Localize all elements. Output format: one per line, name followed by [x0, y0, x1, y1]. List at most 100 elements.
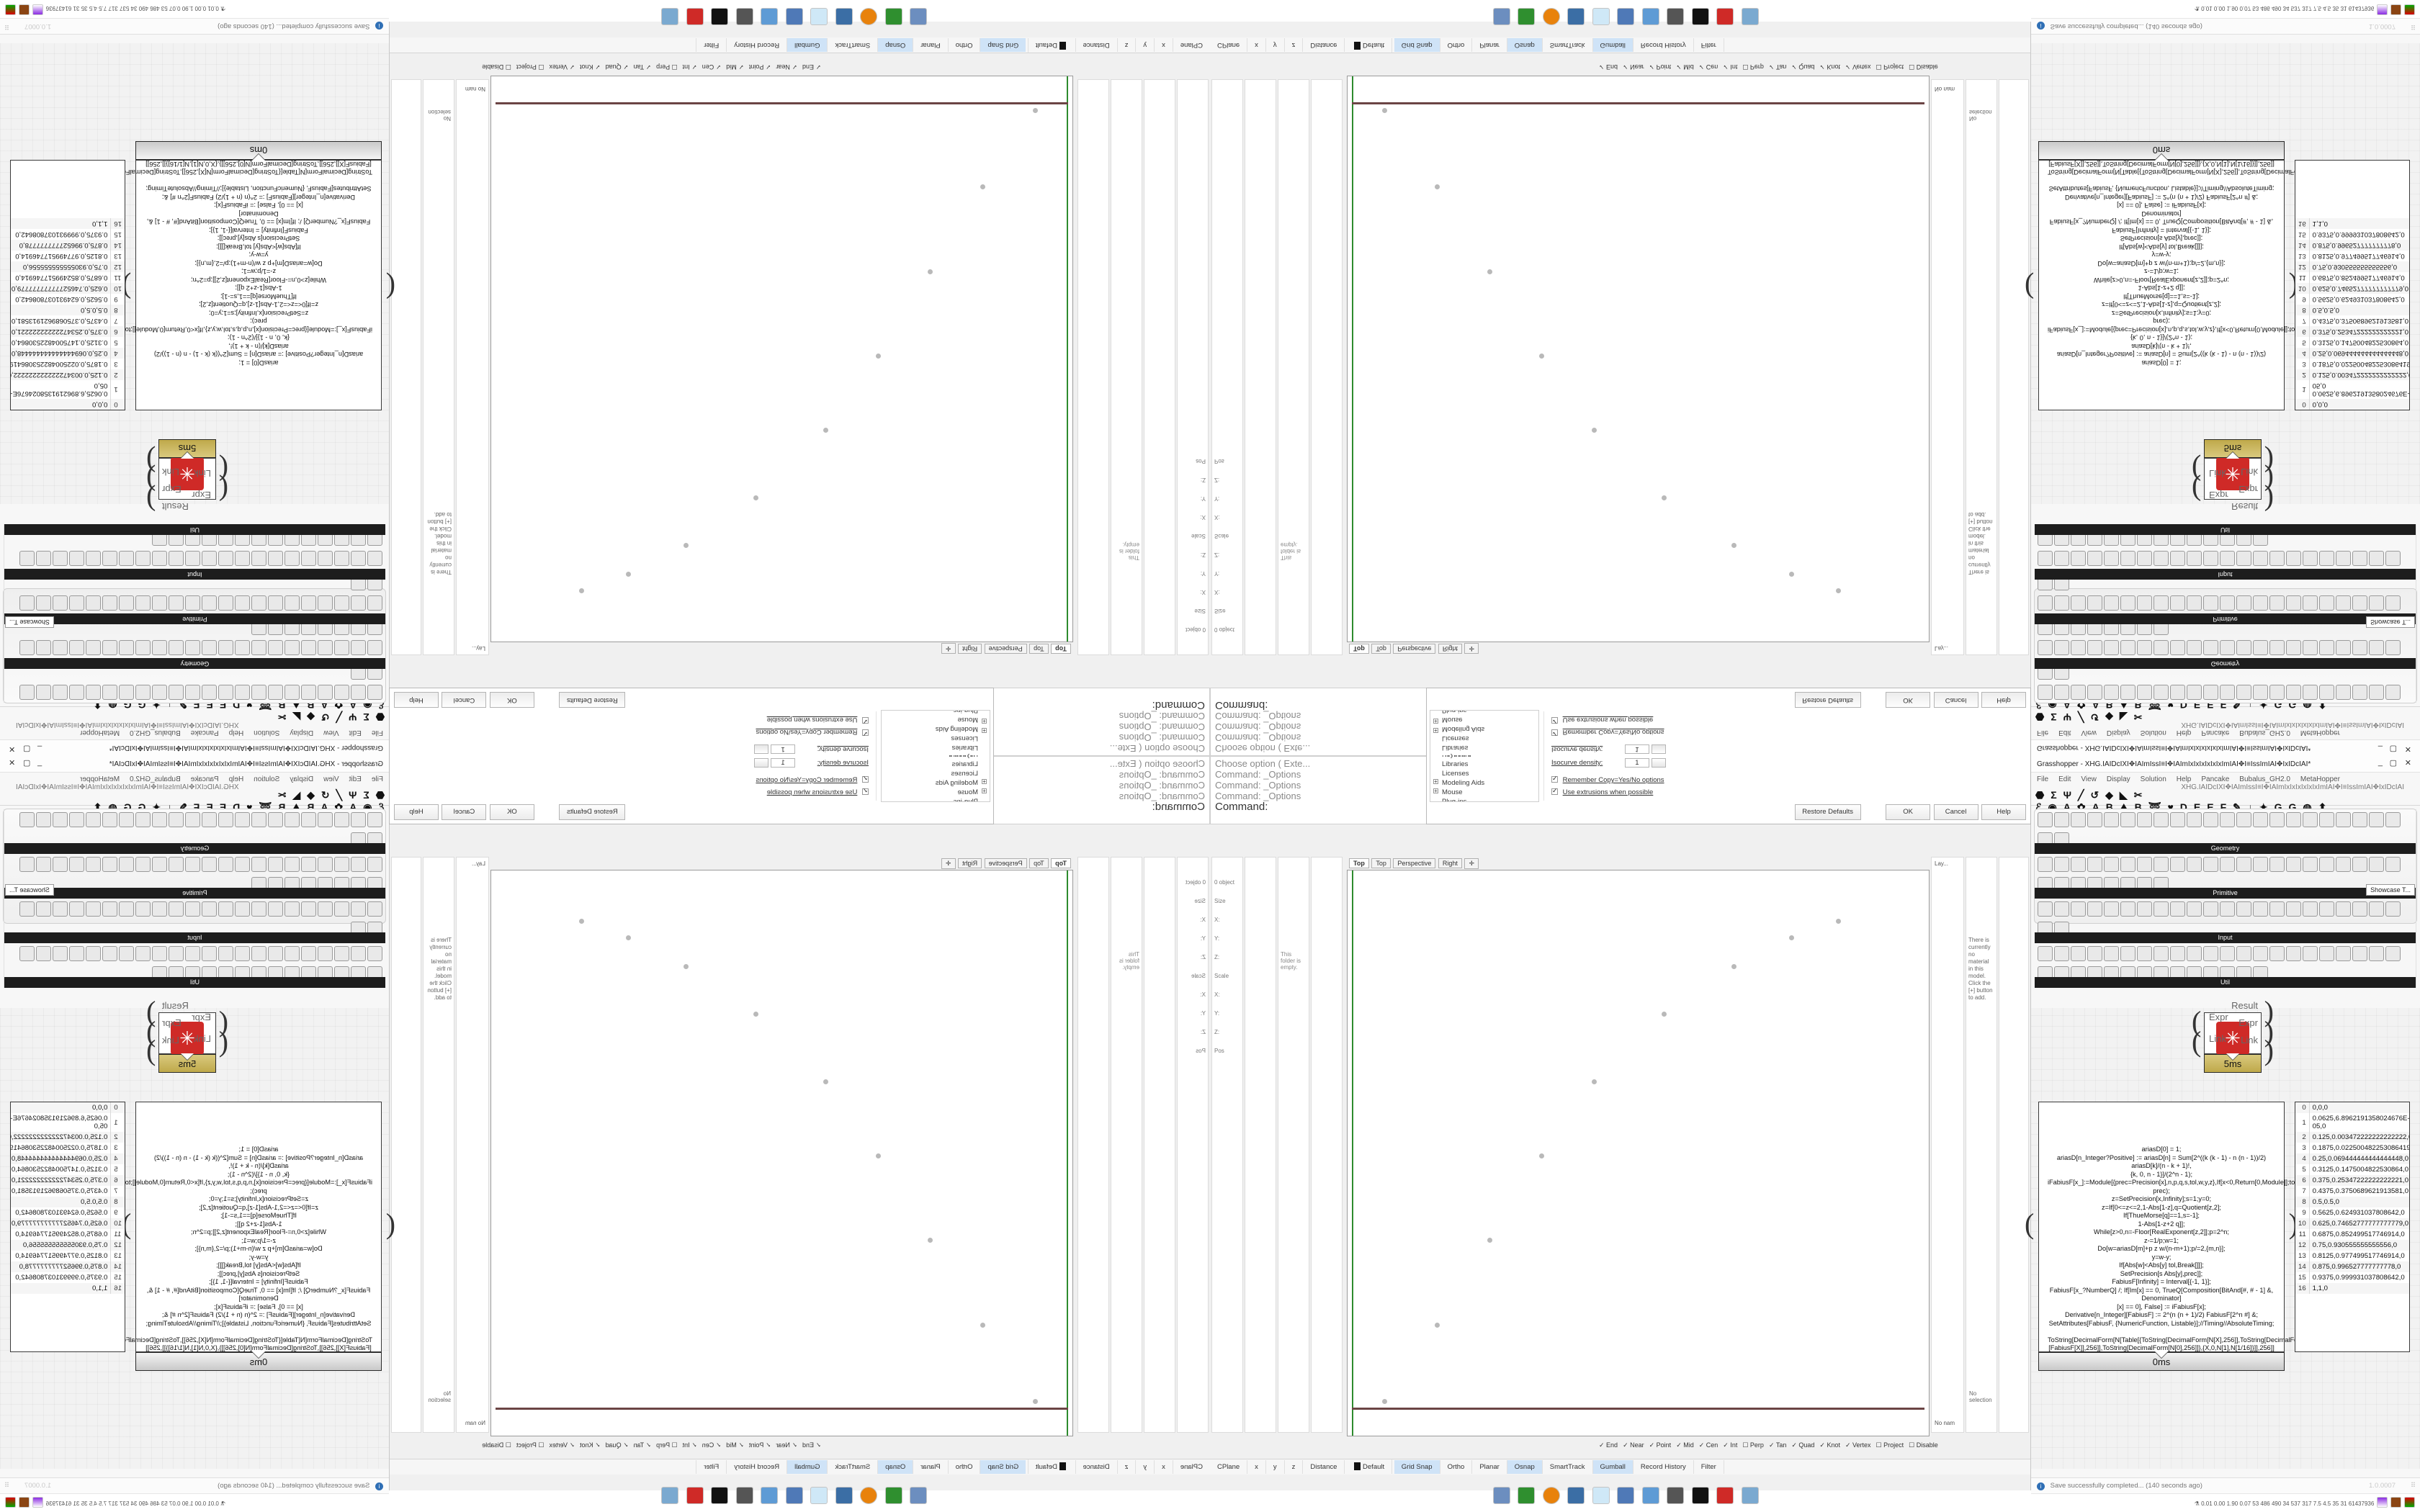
gh-component-icon[interactable]	[2087, 640, 2102, 655]
expand-icon[interactable]: +	[1433, 788, 1438, 794]
taskbar-icon-volume[interactable]	[1667, 1487, 1685, 1504]
layer-swatch-cell[interactable]: Default	[1027, 38, 1073, 53]
gh-component-icon[interactable]	[268, 812, 283, 827]
taskbar-icon-notes[interactable]	[810, 8, 828, 25]
osnap-toggle[interactable]: ✓ Vertex	[1845, 1441, 1871, 1449]
taskbar-icon-settings[interactable]	[1741, 8, 1759, 25]
panel-properties[interactable]: 0 object Size X: Y: Z: Scale X: Y: Z: Po…	[1211, 79, 1243, 655]
expand-icon[interactable]: +	[1433, 718, 1438, 724]
gh-component-icon[interactable]	[2385, 946, 2401, 961]
status-cell[interactable]: z	[1116, 38, 1136, 52]
gh-component-icon[interactable]	[2087, 901, 2102, 917]
taskbar-icon-rhino[interactable]	[1691, 1487, 1709, 1504]
gh-component-icon[interactable]	[2269, 857, 2285, 872]
viewport-tab-top[interactable]: Top	[1051, 858, 1071, 868]
port-expr-in[interactable]: Expr	[2209, 490, 2228, 500]
gh-component-icon[interactable]	[2352, 901, 2367, 917]
port-link-in[interactable]: Link	[2209, 468, 2226, 479]
gh-menu-item[interactable]: Pancake	[190, 775, 219, 783]
gh-component-icon[interactable]	[2336, 685, 2351, 700]
gh-component-icon[interactable]	[2120, 551, 2136, 566]
taskbar-icons[interactable]	[0, 0, 1210, 30]
gh-component-icon[interactable]	[2336, 640, 2351, 655]
code-panel[interactable]: ariasD[0] = 1; ariasD[n_Integer?Positive…	[105, 141, 395, 410]
status-cell[interactable]: x	[1154, 1460, 1173, 1474]
gh-component-icon[interactable]	[2269, 946, 2285, 961]
osnap-toggle[interactable]: ☐ Disable	[1909, 1441, 1938, 1449]
gh-tab-icon[interactable]: ◆	[2105, 711, 2113, 723]
gh-menu-item[interactable]: File	[2037, 775, 2049, 783]
gh-component-icon[interactable]	[169, 551, 184, 566]
viewport-tab-top-2[interactable]: Top	[1029, 858, 1049, 868]
options-tree[interactable]: Document Properties +Annotation StylesDo…	[881, 756, 990, 802]
gh-component-icon[interactable]	[2220, 946, 2235, 961]
gh-component-icon[interactable]	[351, 551, 366, 566]
status-toggle[interactable]: Grid Snap	[1394, 1460, 1440, 1474]
osnap-toggle[interactable]: ✓ Knot	[580, 63, 601, 71]
gh-component-icon[interactable]	[2154, 595, 2169, 611]
remember-copy-checkbox[interactable]	[1551, 775, 1558, 783]
gh-component-icon[interactable]	[169, 857, 184, 872]
gh-component-icon[interactable]	[2087, 857, 2102, 872]
gh-component-icon[interactable]	[2104, 812, 2119, 827]
osnap-toggle[interactable]: ✓ Quad	[605, 63, 629, 71]
osnap-toggle[interactable]: ☐ Project	[1876, 1441, 1904, 1449]
taskbar-icon-pc[interactable]	[1617, 1487, 1635, 1504]
gh-component-icon[interactable]	[19, 901, 35, 917]
gh-component-icon[interactable]	[2071, 901, 2086, 917]
use-extrusions-checkbox[interactable]	[1551, 716, 1558, 724]
viewport-tab-top-2[interactable]: Top	[1371, 644, 1391, 654]
gh-component-icon[interactable]	[235, 812, 250, 827]
expand-icon[interactable]: +	[1433, 778, 1438, 785]
gh-component-icon[interactable]	[2038, 640, 2053, 655]
options-tree-item[interactable]: + Modeling Aids	[935, 778, 987, 787]
gh-component-icon[interactable]	[185, 812, 200, 827]
gh-component-icon[interactable]	[102, 595, 117, 611]
maximize-icon[interactable]: ▢	[23, 759, 31, 768]
gh-component-icon[interactable]	[2253, 857, 2268, 872]
gh-component-icon[interactable]	[218, 901, 233, 917]
net-meter-icon[interactable]	[2404, 1497, 2415, 1508]
port-link-in[interactable]: Link	[194, 1033, 211, 1044]
gh-component-icon[interactable]	[2054, 857, 2069, 872]
port-link-out[interactable]: Link	[2241, 1035, 2258, 1045]
gh-tab-icon[interactable]: Σ	[2051, 789, 2057, 801]
code-panel[interactable]: ariasD[0] = 1; ariasD[n_Integer?Positive…	[2025, 1102, 2315, 1371]
gh-component-icon[interactable]	[2385, 551, 2401, 566]
gh-tab-icon[interactable]: ◆	[307, 711, 315, 723]
taskbar-icon-wolfram[interactable]	[1716, 8, 1734, 25]
gh-menu-item[interactable]: File	[2037, 729, 2049, 737]
gh-component-icon[interactable]	[334, 901, 349, 917]
result-table-panel[interactable]: 0 0,0,0 1 0.0625,6.8962191358024676E-05,0 2 0…	[2295, 1102, 2410, 1352]
gh-tab-icon[interactable]: ╱	[336, 789, 343, 801]
gh-component-icon[interactable]	[2319, 857, 2334, 872]
gh-tab-icon[interactable]: F	[2220, 801, 2227, 813]
expand-icon[interactable]: +	[1433, 727, 1438, 734]
gh-component-icon[interactable]	[2154, 640, 2169, 655]
expand-icon[interactable]: +	[982, 778, 987, 785]
gh-component-icon[interactable]	[2269, 640, 2285, 655]
gh-component-icon[interactable]	[19, 595, 35, 611]
gh-component-icon[interactable]	[2203, 640, 2218, 655]
gh-component-icon[interactable]	[2187, 551, 2202, 566]
gh-menu-item[interactable]: Solution	[2140, 775, 2166, 783]
taskbar-icon-green-app[interactable]	[884, 8, 902, 25]
osnap-toggle[interactable]: ✓ Mid	[726, 1441, 744, 1449]
gh-menu-item[interactable]: Solution	[2140, 729, 2166, 737]
gh-component-icon[interactable]	[2187, 946, 2202, 961]
gh-component-icon[interactable]	[2203, 946, 2218, 961]
gh-component-icon[interactable]	[2236, 640, 2251, 655]
gh-component-icon[interactable]	[119, 595, 134, 611]
gh-component-icon[interactable]	[2319, 640, 2334, 655]
gh-component-icon[interactable]	[2220, 857, 2235, 872]
gh-component-icon[interactable]	[152, 685, 167, 700]
status-toggle[interactable]: Filter	[696, 38, 727, 52]
gh-component-icon[interactable]	[2236, 901, 2251, 917]
viewport-tab-top[interactable]: Top	[1349, 858, 1369, 868]
gh-component-icon[interactable]	[19, 685, 35, 700]
gh-component-icon[interactable]	[2352, 946, 2367, 961]
status-cell[interactable]: Distance	[1303, 38, 1345, 52]
gh-component-icon[interactable]	[2253, 595, 2268, 611]
taskbar-icon-monitor[interactable]	[910, 8, 927, 25]
gh-tab-icon[interactable]: ◆	[2105, 789, 2113, 801]
